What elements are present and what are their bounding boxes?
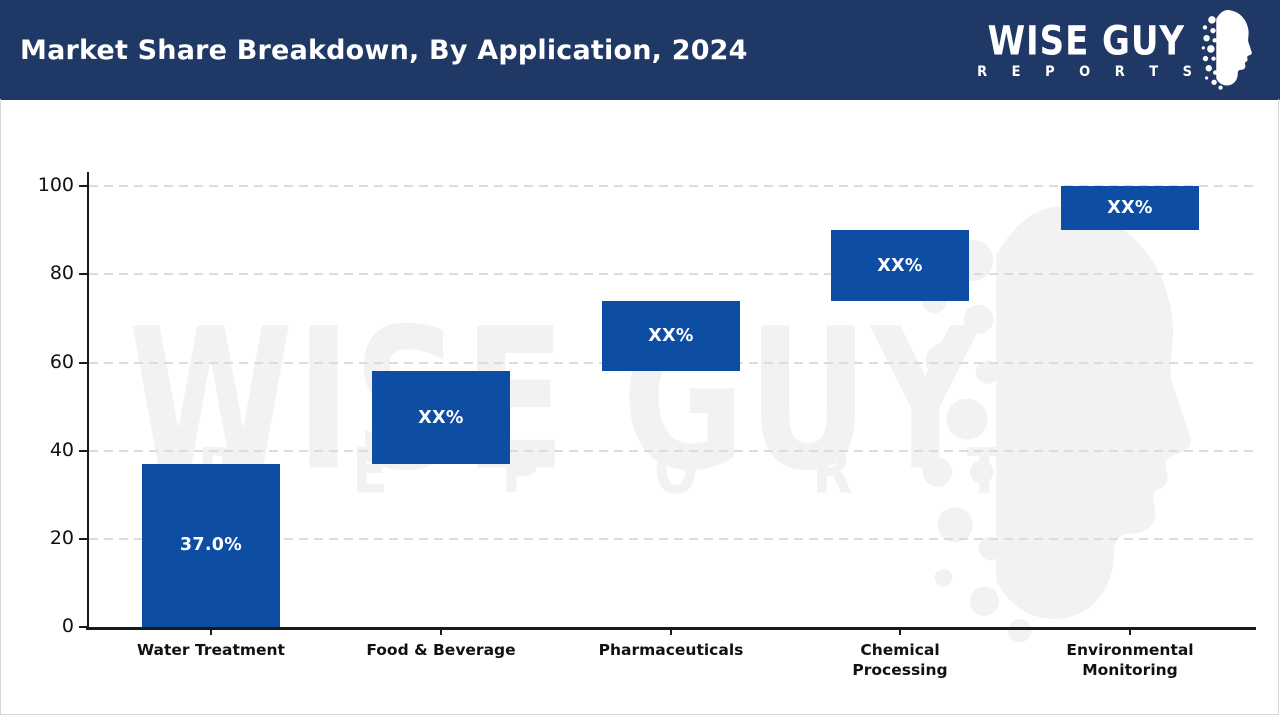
y-tick-label-100: 100 [37,174,74,197]
x-axis-label-4: Environmental Monitoring [1066,641,1194,680]
bar-0: 37.0% [142,463,280,627]
y-tick-mark-100 [79,185,87,188]
logo-wordmark: WISE GUY [987,17,1186,64]
wise-guy-head-icon [1201,10,1252,90]
bar-value-label: XX% [648,326,694,347]
bar-value-label: 37.0% [179,535,243,556]
wise-guy-logo: WISE GUY R E P O R T S [971,7,1280,93]
header: Market Share Breakdown, By Application, … [0,0,1280,100]
y-tick-label-80: 80 [49,262,74,285]
y-tick-label-40: 40 [49,438,74,461]
x-tick-mark-1 [440,627,442,635]
y-tick-label-0: 0 [61,615,74,637]
logo-subtitle: R E P O R T S [977,63,1202,80]
bar-2: XX% [602,300,740,372]
y-tick-mark-80 [79,273,87,276]
bar-4: XX% [1061,186,1199,231]
y-tick-mark-0 [79,626,87,628]
waterfall-chart: WISE GUY R E P O R T S 0 20 40 60 80 100 37.0… [0,100,1280,720]
bar-1: XX% [372,371,510,464]
y-axis-line [87,172,89,629]
y-tick-label-60: 60 [49,350,74,373]
x-axis-label-0: Water Treatment [137,641,285,659]
gridline-100 [89,185,1254,188]
x-axis-label-3: Chemical Processing [852,641,948,680]
logo-text: WISE GUY R E P O R T S [971,20,1202,79]
chart-title: Market Share Breakdown, By Application, … [20,34,748,66]
y-tick-mark-40 [79,449,87,452]
gridline-80 [89,273,1254,276]
x-axis-label-2: Pharmaceuticals [598,641,744,659]
gridline-40 [89,449,1254,452]
x-tick-mark-4 [1129,627,1131,635]
y-tick-mark-60 [79,361,87,364]
x-axis-label-1: Food & Beverage [366,641,516,659]
y-tick-label-20: 20 [49,526,74,549]
bar-3: XX% [831,230,969,301]
y-tick-mark-20 [79,537,87,540]
x-tick-mark-3 [899,627,901,635]
bar-value-label: XX% [1107,198,1153,219]
bar-value-label: XX% [418,407,464,428]
watermark-head-icon [916,206,1191,643]
bar-value-label: XX% [877,255,923,276]
gridline-20 [89,537,1254,540]
x-tick-mark-2 [670,627,672,635]
x-tick-mark-0 [210,627,212,635]
